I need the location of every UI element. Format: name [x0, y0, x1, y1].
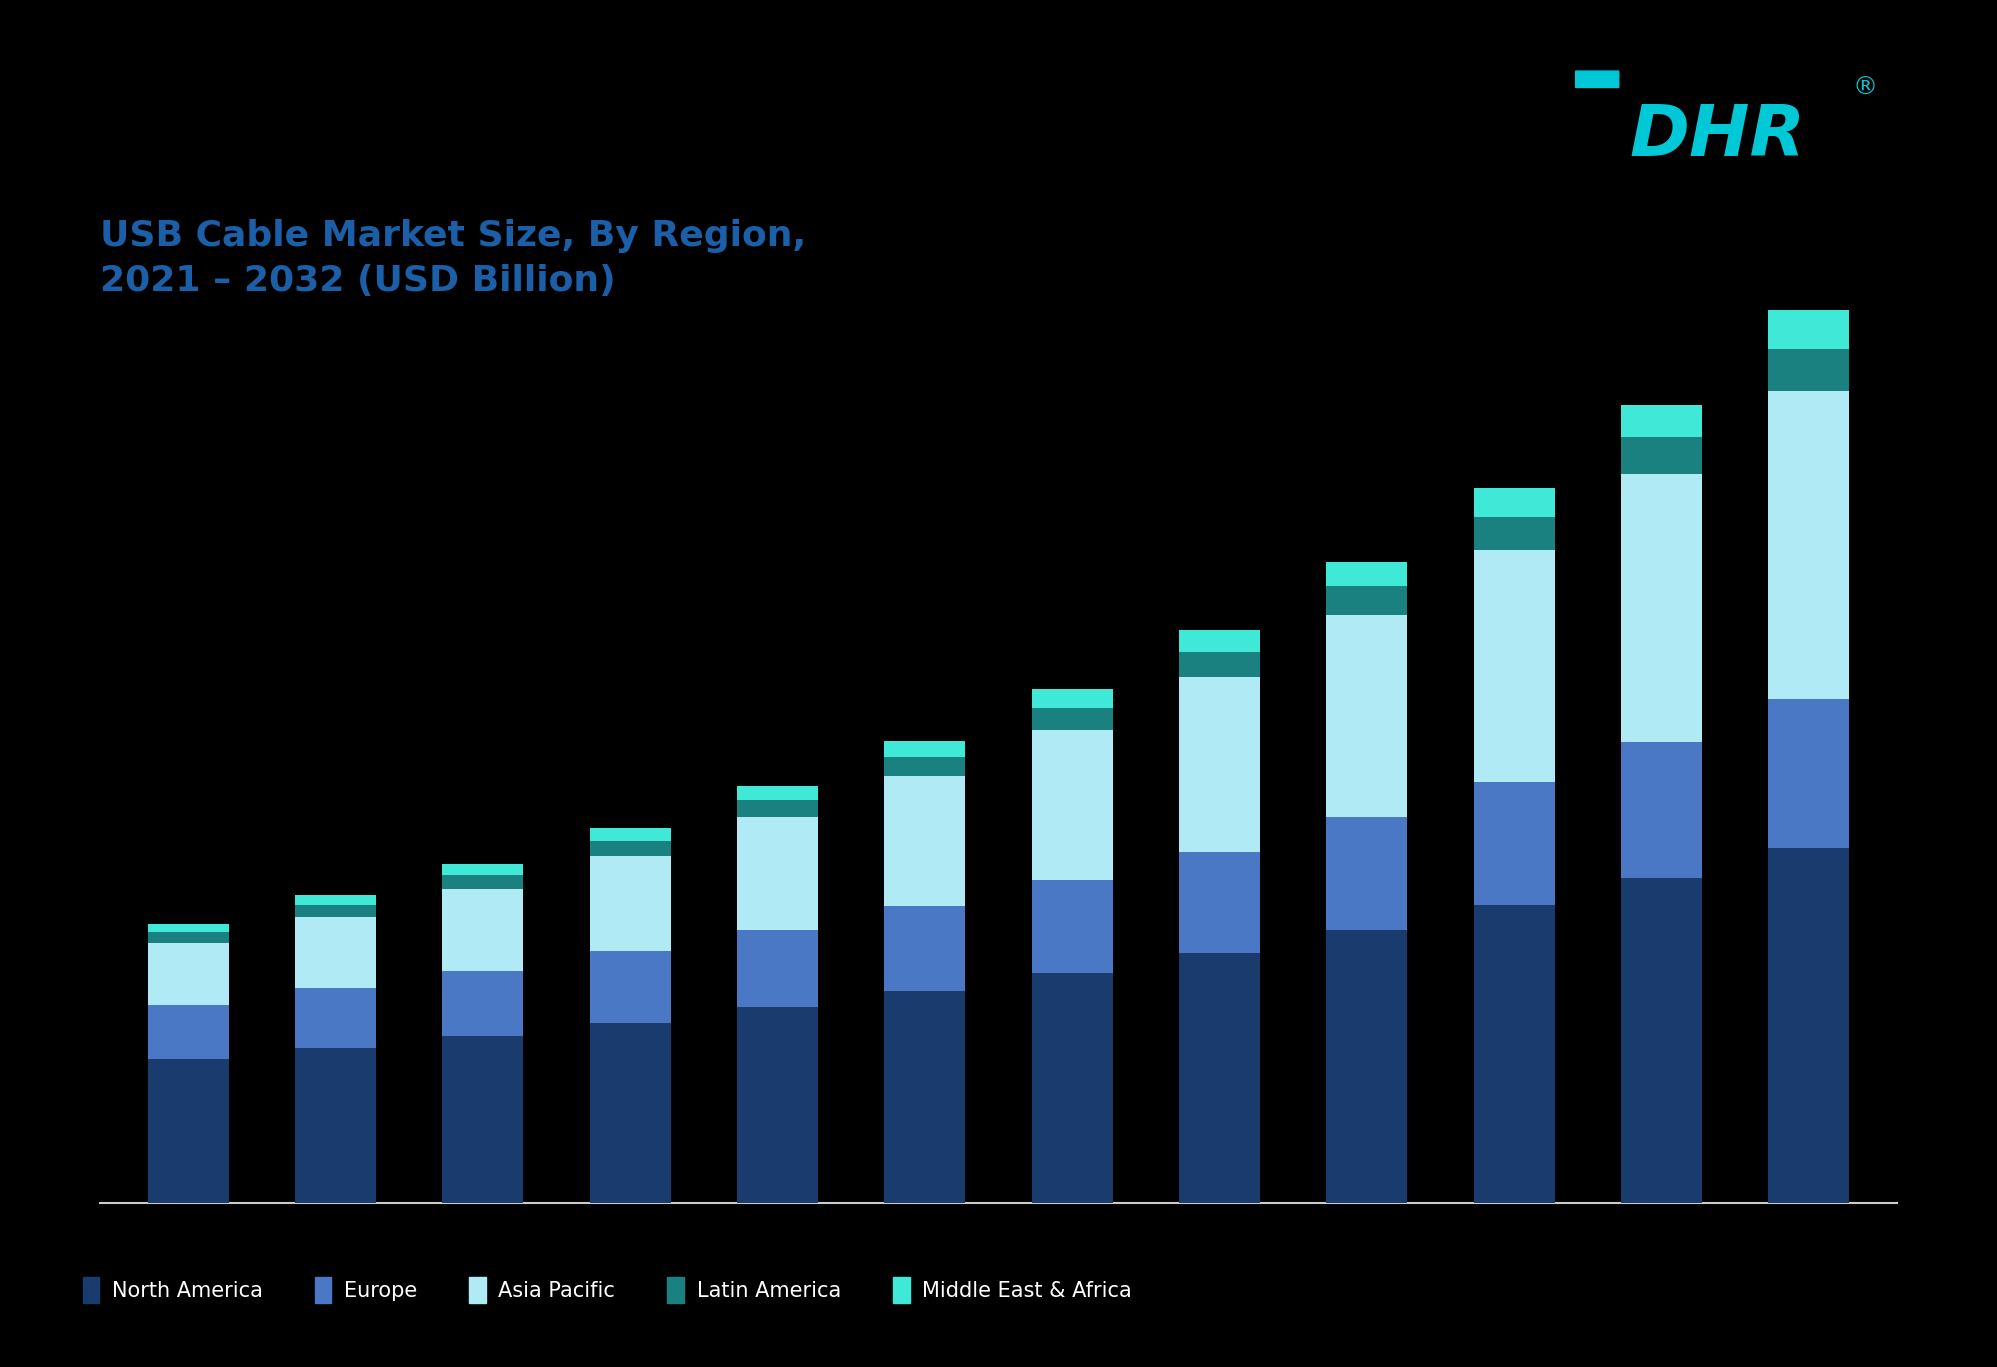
- Bar: [296, 895, 375, 905]
- Bar: [737, 1007, 819, 1203]
- Bar: [1178, 652, 1260, 677]
- Bar: [1032, 689, 1112, 708]
- Bar: [1622, 878, 1701, 1203]
- Bar: [1032, 730, 1112, 880]
- Bar: [1474, 550, 1554, 782]
- Bar: [885, 776, 965, 906]
- Bar: [148, 943, 230, 1005]
- Bar: [885, 757, 965, 776]
- Bar: [589, 841, 671, 856]
- Bar: [737, 786, 819, 800]
- Bar: [148, 1005, 230, 1059]
- Bar: [443, 875, 523, 889]
- FancyBboxPatch shape: [1576, 71, 1620, 87]
- Bar: [1767, 391, 1849, 699]
- Bar: [1178, 677, 1260, 852]
- Bar: [1326, 930, 1408, 1203]
- Bar: [1767, 310, 1849, 349]
- Bar: [589, 1023, 671, 1203]
- Bar: [737, 817, 819, 930]
- Bar: [443, 1036, 523, 1203]
- Bar: [1326, 615, 1408, 817]
- Bar: [737, 800, 819, 817]
- Bar: [148, 1059, 230, 1203]
- Bar: [885, 741, 965, 757]
- Bar: [1178, 953, 1260, 1203]
- Bar: [1767, 349, 1849, 391]
- Bar: [443, 889, 523, 971]
- Bar: [1032, 708, 1112, 730]
- Text: USB Cable Market Size, By Region,
2021 – 2032 (USD Billion): USB Cable Market Size, By Region, 2021 –…: [100, 219, 807, 298]
- Bar: [296, 917, 375, 988]
- Bar: [1474, 905, 1554, 1203]
- Text: ®: ®: [1853, 75, 1877, 100]
- Text: DHR: DHR: [1630, 103, 1805, 171]
- Bar: [296, 905, 375, 917]
- Bar: [148, 932, 230, 943]
- Bar: [1767, 848, 1849, 1203]
- Bar: [1032, 880, 1112, 973]
- Bar: [148, 924, 230, 932]
- Bar: [589, 856, 671, 951]
- Bar: [589, 828, 671, 841]
- Bar: [1474, 488, 1554, 517]
- Bar: [296, 988, 375, 1048]
- Bar: [1622, 405, 1701, 437]
- Bar: [1622, 474, 1701, 742]
- Bar: [737, 930, 819, 1007]
- Bar: [589, 951, 671, 1023]
- Bar: [1474, 782, 1554, 905]
- Legend: North America, Europe, Asia Pacific, Latin America, Middle East & Africa: North America, Europe, Asia Pacific, Lat…: [74, 1269, 1140, 1311]
- Bar: [885, 906, 965, 991]
- Bar: [1178, 630, 1260, 652]
- Bar: [1326, 562, 1408, 586]
- Bar: [1032, 973, 1112, 1203]
- Bar: [443, 971, 523, 1036]
- Bar: [1178, 852, 1260, 953]
- Bar: [1474, 517, 1554, 550]
- Bar: [885, 991, 965, 1203]
- Bar: [443, 864, 523, 875]
- Bar: [1326, 586, 1408, 615]
- Bar: [1767, 699, 1849, 848]
- Bar: [1326, 817, 1408, 930]
- Bar: [1622, 437, 1701, 474]
- Bar: [296, 1048, 375, 1203]
- Bar: [1622, 742, 1701, 878]
